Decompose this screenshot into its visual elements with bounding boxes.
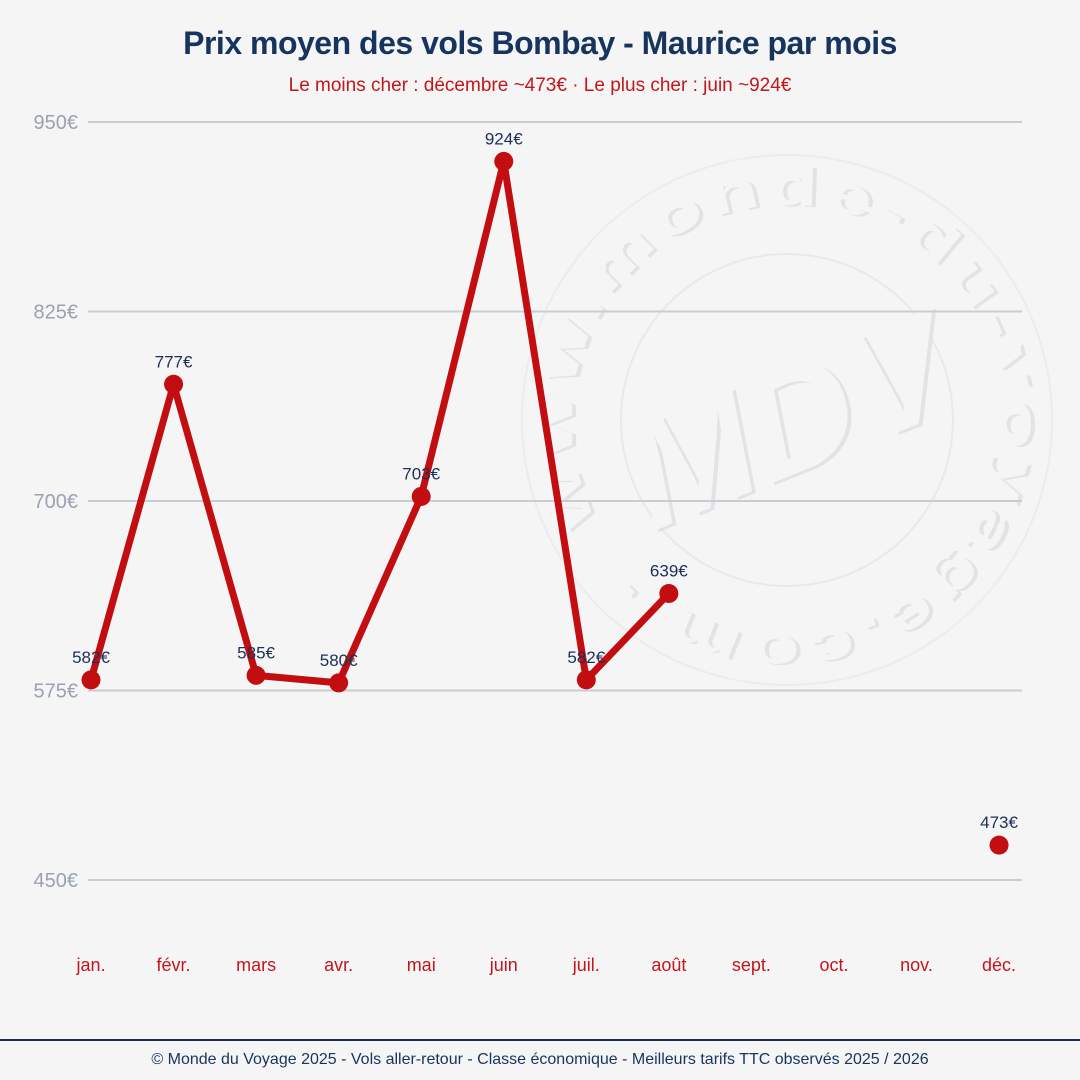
data-point: [659, 583, 679, 603]
watermark-stamp: www.monde-du-voyage.com ·www.monde-du-vo…: [429, 63, 1080, 779]
x-axis-month-label: juil.: [572, 955, 600, 975]
data-point-label: 703€: [402, 464, 440, 483]
chart-title: Prix moyen des vols Bombay - Maurice par…: [183, 25, 897, 61]
watermark-outer-circle: [521, 153, 1053, 686]
x-axis-month-label: jan.: [75, 955, 105, 975]
footer-text: © Monde du Voyage 2025 - Vols aller-reto…: [151, 1051, 929, 1068]
y-axis-tick-label: 825€: [34, 302, 79, 324]
data-point: [411, 486, 431, 506]
x-axis-month-label: mai: [407, 955, 436, 975]
y-axis-tick-label: 575€: [34, 681, 79, 703]
data-point-label: 585€: [237, 643, 275, 662]
data-point-label: 777€: [155, 352, 193, 371]
data-point-label: 639€: [650, 561, 688, 580]
data-point: [989, 835, 1009, 855]
data-point: [329, 673, 349, 693]
data-point-label: 473€: [980, 813, 1018, 832]
x-axis-month-label: juin: [489, 955, 518, 975]
y-axis-tick-label: 950€: [34, 112, 79, 134]
data-point-label: 582€: [72, 648, 110, 667]
x-axis-month-label: août: [651, 955, 686, 975]
data-point: [81, 670, 101, 690]
watermark-inner-circle: [620, 252, 954, 587]
data-point: [494, 151, 514, 171]
x-axis-month-label: nov.: [900, 955, 933, 975]
x-axis-month-label: mars: [236, 955, 276, 975]
data-point: [576, 670, 596, 690]
footer-divider: [0, 1039, 1080, 1041]
x-axis-month-label: oct.: [819, 955, 848, 975]
y-axis-tick-label: 700€: [34, 491, 79, 513]
x-axis-month-label: févr.: [157, 955, 191, 975]
chart-subtitle: Le moins cher : décembre ~473€ · Le plus…: [288, 75, 792, 96]
data-point-label: 924€: [485, 129, 523, 148]
price-line: [87, 157, 673, 687]
data-point-label: 582€: [567, 648, 605, 667]
y-axis-tick-label: 450€: [34, 870, 79, 892]
data-point: [164, 374, 184, 394]
data-point-label: 580€: [320, 651, 358, 670]
x-axis-month-label: avr.: [324, 955, 353, 975]
x-axis-month-label: sept.: [732, 955, 771, 975]
data-point: [246, 665, 266, 685]
x-axis-month-label: déc.: [982, 955, 1016, 975]
